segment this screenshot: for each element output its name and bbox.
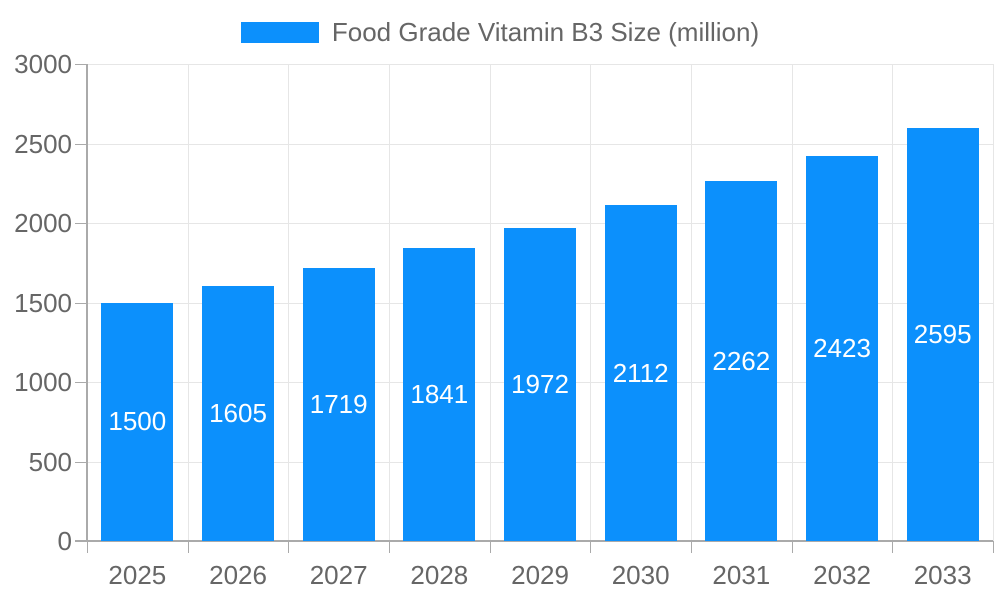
y-axis-tick: [75, 302, 87, 304]
x-axis-tick: [791, 541, 793, 553]
x-axis-tick: [691, 541, 692, 553]
x-axis-tick: [993, 541, 994, 553]
y-tick-label: 3000: [14, 49, 72, 79]
bar-2026[interactable]: 1605: [202, 285, 274, 541]
bar-2033[interactable]: 2595: [906, 128, 979, 541]
x-axis-tick: [187, 541, 189, 553]
legend-item[interactable]: Food Grade Vitamin B3 Size (million): [240, 17, 760, 48]
x-tick-label: 2030: [611, 560, 670, 590]
bar-value-label: 1719: [309, 388, 368, 419]
x-axis-tick: [892, 541, 894, 553]
legend-label: Food Grade Vitamin B3 Size (million): [331, 17, 760, 47]
v-gridline: [892, 64, 894, 541]
y-axis-tick: [75, 382, 87, 383]
y-axis-line: [86, 64, 88, 541]
bar-2025[interactable]: 1500: [101, 302, 174, 541]
y-tick-label: 500: [28, 446, 72, 477]
v-gridline: [590, 64, 592, 541]
bar-value-label: 2262: [712, 345, 771, 376]
bar-2029[interactable]: 1972: [504, 227, 576, 541]
legend: Food Grade Vitamin B3 Size (million): [0, 17, 1000, 48]
y-tick-label: 0: [57, 526, 72, 556]
x-axis-tick: [590, 541, 592, 553]
bar-value-label: 2112: [612, 357, 669, 388]
x-axis-tick: [288, 541, 290, 553]
h-gridline: [87, 64, 993, 65]
x-tick-label: 2025: [108, 560, 167, 590]
y-axis-tick: [75, 143, 87, 145]
bar-value-label: 2423: [813, 332, 871, 363]
x-tick-label: 2031: [712, 560, 771, 590]
legend-swatch: [240, 22, 319, 43]
y-axis-tick: [75, 223, 87, 224]
x-tick-label: 2033: [913, 560, 972, 590]
bar-2032[interactable]: 2423: [806, 155, 878, 541]
x-tick-label: 2028: [410, 560, 469, 590]
bar-2030[interactable]: 2112: [604, 205, 677, 541]
y-tick-label: 2000: [14, 208, 72, 238]
bar-value-label: 1500: [108, 406, 167, 437]
y-tick-label: 1000: [14, 367, 72, 397]
v-gridline: [993, 64, 994, 541]
x-axis-tick: [389, 541, 390, 553]
h-gridline: [87, 143, 993, 145]
x-tick-label: 2032: [813, 560, 871, 590]
x-axis-tick: [87, 541, 88, 553]
x-axis-tick: [489, 541, 491, 553]
v-gridline: [389, 64, 390, 541]
v-gridline: [791, 64, 793, 541]
bar-value-label: 1605: [209, 397, 267, 428]
v-gridline: [489, 64, 491, 541]
bar-value-label: 1841: [410, 379, 469, 410]
y-axis-tick: [75, 64, 87, 65]
y-tick-label: 1500: [14, 287, 72, 318]
y-axis-tick: [75, 461, 87, 463]
v-gridline: [288, 64, 290, 541]
x-tick-label: 2029: [511, 560, 569, 590]
y-axis-tick: [75, 541, 87, 542]
y-tick-label: 2500: [14, 128, 72, 159]
bar-value-label: 2595: [913, 319, 972, 350]
x-tick-label: 2027: [309, 560, 368, 590]
bar-2027[interactable]: 1719: [302, 267, 375, 541]
v-gridline: [691, 64, 692, 541]
v-gridline: [187, 64, 189, 541]
x-tick-label: 2026: [209, 560, 267, 590]
bar-2031[interactable]: 2262: [705, 181, 778, 541]
bar-value-label: 1972: [511, 368, 569, 399]
bar-2028[interactable]: 1841: [403, 248, 476, 541]
h-gridline: [87, 223, 993, 224]
x-axis-line: [75, 540, 993, 542]
